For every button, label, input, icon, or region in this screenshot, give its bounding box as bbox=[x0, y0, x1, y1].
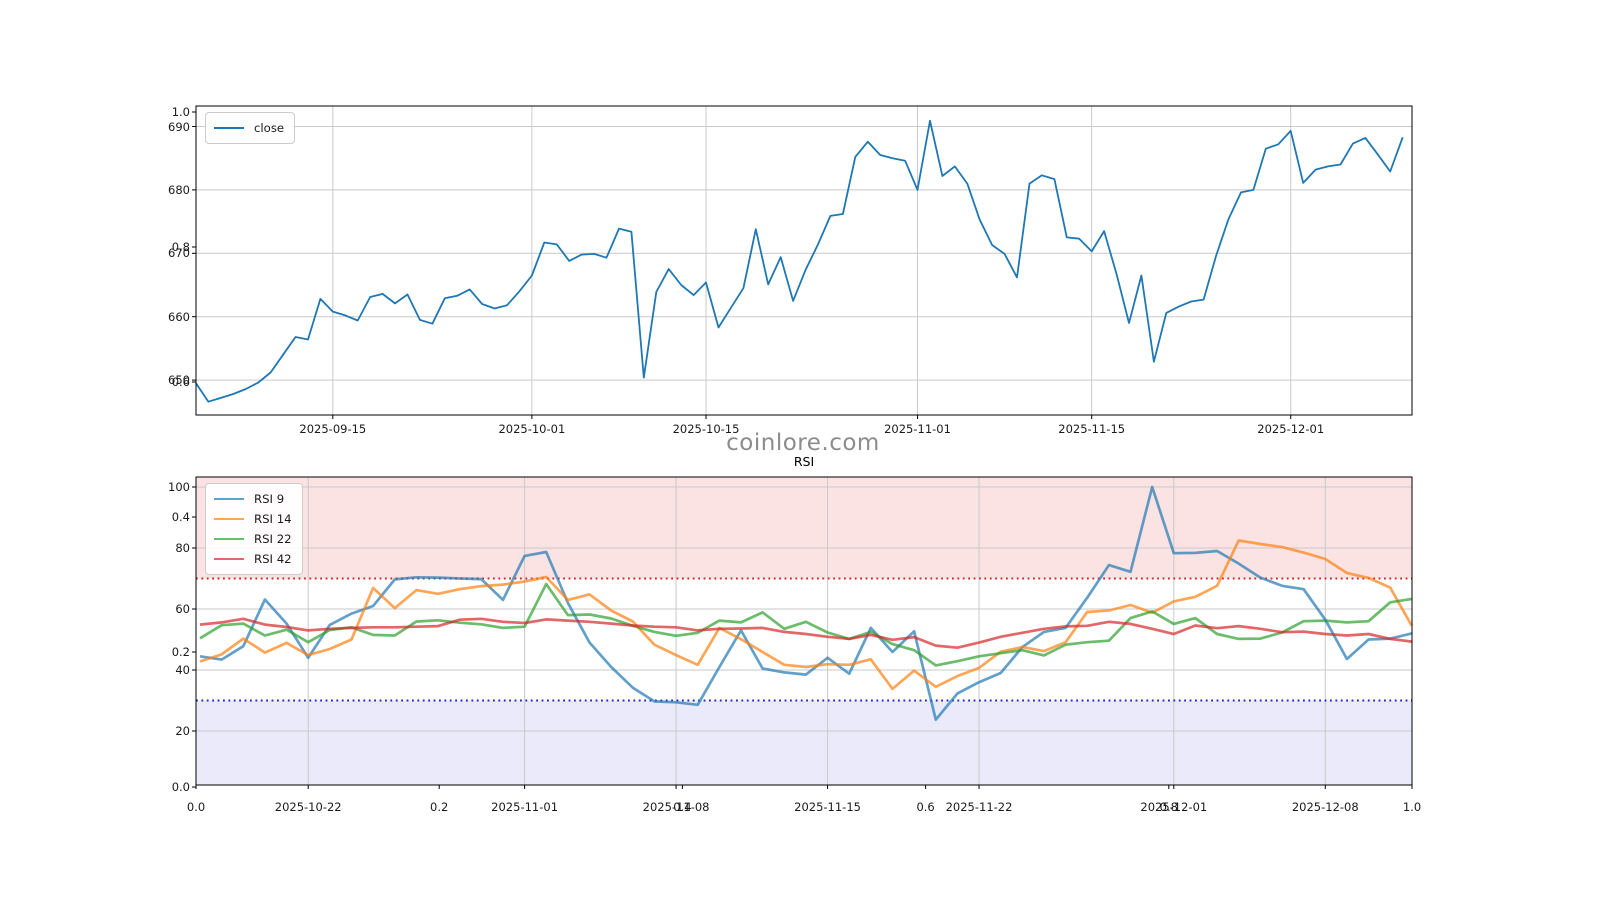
legend-label-rsi14: RSI 14 bbox=[254, 512, 292, 526]
price-xtick-label: 2025-10-01 bbox=[498, 422, 566, 436]
price-ytick-label: 670 bbox=[168, 246, 190, 261]
price-ytick-label: 660 bbox=[168, 309, 190, 324]
rsi9-line-sample bbox=[214, 498, 244, 500]
rsi22-line-sample bbox=[214, 538, 244, 540]
legend-label-rsi9: RSI 9 bbox=[254, 492, 285, 506]
rsi-ytick-label: 80 bbox=[175, 541, 190, 555]
price-ytick-label: 680 bbox=[168, 182, 190, 197]
overlay-xtick-label: 0.0 bbox=[186, 800, 206, 814]
overlay-xtick-label: 0.8 bbox=[1159, 800, 1178, 814]
overlay-ytick-label: 0.4 bbox=[171, 510, 190, 524]
rsi-ytick-label: 40 bbox=[175, 663, 190, 677]
overlay-xtick-label: 0.2 bbox=[430, 800, 449, 814]
overlay-ytick-label: 0.6 bbox=[171, 375, 190, 389]
rsi-ytick-label: 100 bbox=[168, 480, 190, 494]
legend-item-rsi14: RSI 14 bbox=[214, 509, 292, 529]
rsi-xtick-label: 2025-11-01 bbox=[491, 800, 559, 814]
rsi-xtick-label: 2025-11-15 bbox=[794, 800, 861, 814]
overlay-ytick-label: 0.0 bbox=[171, 780, 190, 794]
rsi14-line-sample bbox=[214, 518, 244, 520]
price-xtick-label: 2025-11-15 bbox=[1058, 422, 1126, 436]
rsi-ytick-label: 60 bbox=[175, 602, 190, 616]
legend-item-rsi9: RSI 9 bbox=[214, 489, 292, 509]
legend-label-rsi42: RSI 42 bbox=[254, 552, 292, 566]
close-line-sample bbox=[214, 127, 244, 129]
overlay-xtick-label: 0.6 bbox=[916, 800, 935, 814]
rsi-chart-title: RSI bbox=[793, 454, 815, 469]
overlay-xtick-label: 1.0 bbox=[1402, 800, 1422, 814]
legend-label-rsi22: RSI 22 bbox=[254, 532, 292, 546]
price-legend: close bbox=[205, 112, 296, 144]
legend-label-close: close bbox=[254, 121, 285, 135]
watermark: coinlore.com bbox=[726, 430, 880, 456]
rsi-xtick-label: 2025-10-22 bbox=[274, 800, 342, 814]
rsi42-line-sample bbox=[214, 558, 244, 560]
legend-item-rsi22: RSI 22 bbox=[214, 529, 292, 549]
price-ytick-label: 690 bbox=[168, 119, 190, 134]
price-xtick-label: 2025-12-01 bbox=[1257, 422, 1325, 436]
rsi-xtick-label: 2025-12-01 bbox=[1140, 800, 1208, 814]
price-xtick-label: 2025-10-15 bbox=[672, 422, 740, 436]
legend-item-rsi42: RSI 42 bbox=[214, 549, 292, 569]
overlay-ytick-label: 0.8 bbox=[171, 240, 190, 254]
rsi-legend: RSI 9 RSI 14 RSI 22 RSI 42 bbox=[205, 483, 303, 575]
rsi-xtick-label: 2025-11-22 bbox=[945, 800, 1013, 814]
overlay-ytick-label: 1.0 bbox=[171, 105, 190, 119]
rsi-xtick-label: 2025-12-08 bbox=[1291, 800, 1359, 814]
price-xtick-label: 2025-09-15 bbox=[299, 422, 367, 436]
overlay-ytick-label: 0.2 bbox=[171, 645, 190, 659]
overlay-xtick-label: 0.4 bbox=[673, 800, 692, 814]
rsi-xtick-label: 2025-11-08 bbox=[642, 800, 710, 814]
rsi-ytick-label: 20 bbox=[175, 724, 190, 738]
price-ytick-label: 650 bbox=[168, 373, 190, 388]
legend-item-close: close bbox=[214, 118, 284, 138]
price-xtick-label: 2025-11-01 bbox=[884, 422, 951, 436]
